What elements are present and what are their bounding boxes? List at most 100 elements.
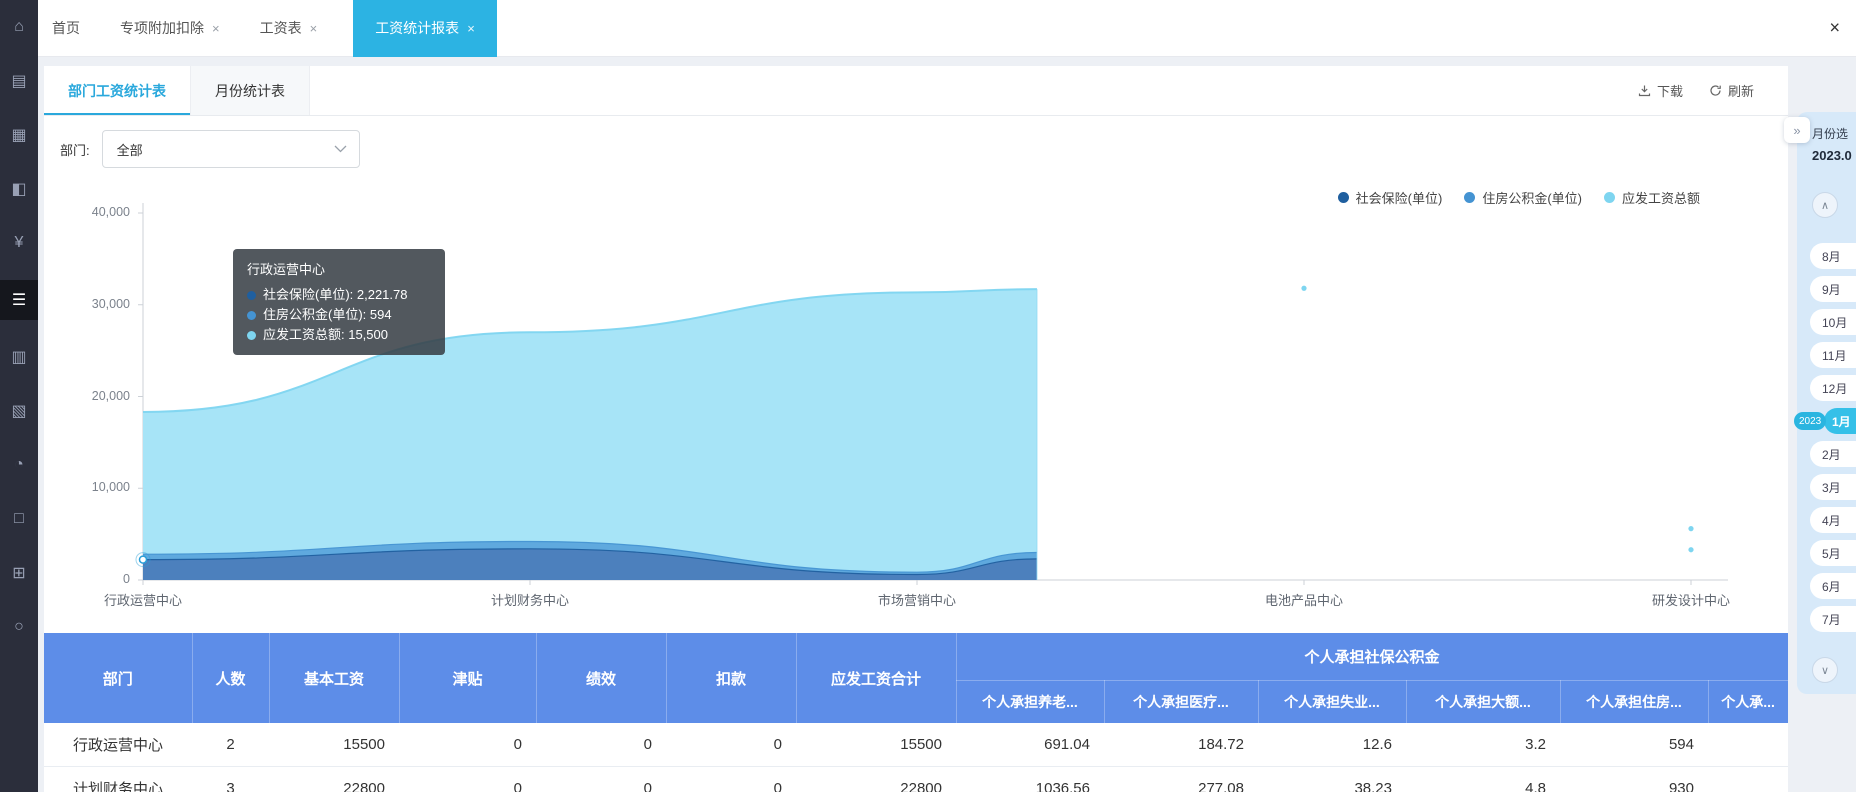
reports-icon: ◧ bbox=[11, 181, 27, 198]
sidebar-item-tax[interactable]: ◔ bbox=[0, 448, 38, 482]
close-icon[interactable]: × bbox=[467, 20, 475, 36]
month-row: 10月 bbox=[1797, 309, 1856, 335]
month-panel-title: 月份选 bbox=[1812, 127, 1849, 141]
table-cell: 15500 bbox=[269, 723, 399, 767]
tooltip-row: 住房公积金(单位): 594 bbox=[247, 305, 431, 325]
column-header: 绩效 bbox=[536, 633, 667, 723]
month-pill[interactable]: 5月 bbox=[1810, 540, 1856, 566]
tab-label: 专项附加扣除 bbox=[120, 20, 204, 36]
tab-special-additional-deduction[interactable]: 专项附加扣除 × bbox=[116, 0, 224, 57]
month-pill[interactable]: 10月 bbox=[1810, 309, 1856, 335]
month-pill[interactable]: 6月 bbox=[1810, 573, 1856, 599]
sidebar-item-checkout[interactable]: □ bbox=[0, 502, 38, 536]
table-cell: 277.08 bbox=[1104, 766, 1258, 792]
sidebar-item-user[interactable]: ○ bbox=[0, 610, 38, 644]
sub-column-header: 个人承担医疗... bbox=[1104, 680, 1259, 723]
legend-dot-icon bbox=[1337, 192, 1349, 203]
table-cell: 0 bbox=[666, 723, 796, 767]
month-pill[interactable]: 12月 bbox=[1810, 375, 1856, 401]
download-button[interactable]: 下载 bbox=[1638, 81, 1683, 100]
tab-label: 工资表 bbox=[259, 20, 302, 36]
sidebar-item-assets[interactable]: ▥ bbox=[0, 340, 38, 374]
department-select-value: 全部 bbox=[116, 142, 143, 158]
tooltip-rows: 社会保险(单位): 2,221.78 住房公积金(单位): 594 应发工资总额: … bbox=[247, 285, 431, 345]
table-cell: 0 bbox=[399, 766, 536, 792]
department-select[interactable]: 全部 bbox=[101, 130, 360, 168]
month-pill[interactable]: 8月 bbox=[1810, 243, 1856, 269]
month-pill[interactable]: 7月 bbox=[1810, 606, 1856, 632]
tab-salary-statistics-report[interactable]: 工资统计报表 × bbox=[353, 0, 497, 57]
series-dot-icon bbox=[247, 330, 256, 340]
table-cell bbox=[1708, 766, 1788, 792]
salary-icon: ☰ bbox=[11, 292, 27, 309]
salary-area-chart[interactable] bbox=[44, 66, 1788, 626]
home-icon: ⌂ bbox=[14, 18, 24, 35]
scroll-up-button[interactable]: ∧ bbox=[1812, 192, 1838, 218]
table-cell: 22800 bbox=[796, 766, 956, 792]
settings-icon: ⊞ bbox=[12, 565, 26, 582]
column-header: 人数 bbox=[192, 633, 270, 723]
month-filter-panel: » 月份选 2023.0 ∧ 8月 9月 10月 11月 12月 2023 1月 2月 3月 4月… bbox=[1784, 112, 1856, 694]
sub-column-header: 个人承担养老... bbox=[956, 680, 1105, 723]
subtab-month-summary[interactable]: 月份统计表 bbox=[191, 66, 310, 115]
inventory-icon: ▧ bbox=[11, 403, 27, 420]
sidebar-item-home[interactable]: ⌂ bbox=[0, 10, 38, 44]
assets-icon: ▥ bbox=[11, 349, 27, 366]
table-cell: 930 bbox=[1560, 766, 1708, 792]
month-row: 9月 bbox=[1797, 276, 1856, 302]
sidebar-item-ledger[interactable]: ▦ bbox=[0, 118, 38, 152]
month-pill[interactable]: 1月 bbox=[1824, 408, 1856, 434]
refresh-label: 刷新 bbox=[1727, 84, 1754, 99]
legend-item[interactable]: 社会保险(单位) bbox=[1337, 188, 1442, 207]
table-cell: 2 bbox=[192, 723, 269, 767]
collapse-panel-button[interactable]: » bbox=[1784, 117, 1810, 143]
close-icon[interactable]: × bbox=[309, 20, 318, 36]
legend-item[interactable]: 住房公积金(单位) bbox=[1464, 188, 1582, 207]
sidebar-item-vouchers[interactable]: ▤ bbox=[0, 64, 38, 98]
department-filter-label: 部门: bbox=[60, 142, 90, 158]
tooltip-text: 应发工资总额: 15,500 bbox=[263, 327, 388, 342]
column-header: 基本工资 bbox=[269, 633, 400, 723]
month-pill[interactable]: 11月 bbox=[1810, 342, 1856, 368]
sidebar-item-salary[interactable]: ☰ bbox=[0, 280, 38, 320]
legend-item[interactable]: 应发工资总额 bbox=[1603, 188, 1700, 207]
sidebar-item-reports[interactable]: ◧ bbox=[0, 172, 38, 206]
sidebar-item-inventory[interactable]: ▧ bbox=[0, 394, 38, 428]
tooltip-title: 行政运营中心 bbox=[247, 262, 326, 277]
sidebar-item-settings[interactable]: ⊞ bbox=[0, 556, 38, 590]
table-cell: 3 bbox=[192, 766, 269, 792]
close-icon[interactable]: × bbox=[212, 20, 220, 36]
month-pill[interactable]: 3月 bbox=[1810, 474, 1856, 500]
tab-home[interactable]: 首页 bbox=[48, 0, 84, 57]
refresh-button[interactable]: 刷新 bbox=[1709, 81, 1754, 100]
sidebar: ⌂ ▤ ▦ ◧ ¥ ☰ ▥ ▧ ◔ □ ⊞ ○ bbox=[0, 0, 38, 792]
month-pill[interactable]: 2月 bbox=[1810, 441, 1856, 467]
month-row: 12月 bbox=[1797, 375, 1856, 401]
month-row: 5月 bbox=[1797, 540, 1856, 566]
table-cell: 计划财务中心 bbox=[44, 766, 192, 792]
table-cell: 0 bbox=[666, 766, 796, 792]
column-header: 津贴 bbox=[399, 633, 537, 723]
sidebar-item-cashier[interactable]: ¥ bbox=[0, 226, 38, 260]
table-cell bbox=[1708, 723, 1788, 767]
group-column-header: 个人承担社保公积金 bbox=[956, 633, 1788, 681]
table-cell: 1036.56 bbox=[956, 766, 1104, 792]
chart-tooltip: 行政运营中心 社会保险(单位): 2,221.78 住房公积金(单位): 594 应… bbox=[233, 249, 445, 355]
table-cell: 0 bbox=[536, 723, 666, 767]
download-label: 下载 bbox=[1656, 84, 1683, 99]
table-cell: 22800 bbox=[269, 766, 399, 792]
filter-row: 部门: 全部 bbox=[60, 130, 360, 168]
month-pill[interactable]: 9月 bbox=[1810, 276, 1856, 302]
tab-salary-sheet[interactable]: 工资表 × bbox=[256, 0, 322, 57]
month-pill[interactable]: 4月 bbox=[1810, 507, 1856, 533]
table-cell: 594 bbox=[1560, 723, 1708, 767]
scroll-down-button[interactable]: ∨ bbox=[1812, 657, 1838, 683]
chart-toolbar: 下载 刷新 bbox=[1638, 66, 1754, 115]
tab-label: 首页 bbox=[52, 20, 80, 36]
table-row: 计划财务中心 3 22800 0 0 0 22800 1036.56 277.08 38.23 4.… bbox=[44, 766, 1788, 792]
subtab-department-salary[interactable]: 部门工资统计表 bbox=[44, 66, 191, 115]
chart-legend: 社会保险(单位) 住房公积金(单位) 应发工资总额 bbox=[1337, 188, 1700, 207]
close-all-icon[interactable]: × bbox=[1829, 17, 1840, 38]
salary-table-wrap: 部门 人数 基本工资 津贴 绩效 扣款 应发工资合计 个人承担社保公积金 个人承担养老... 个人… bbox=[44, 633, 1788, 792]
main-panel: 0 10,000 20,000 30,000 40,000 行政运营中心 计划财务中心 市场营… bbox=[44, 66, 1788, 792]
